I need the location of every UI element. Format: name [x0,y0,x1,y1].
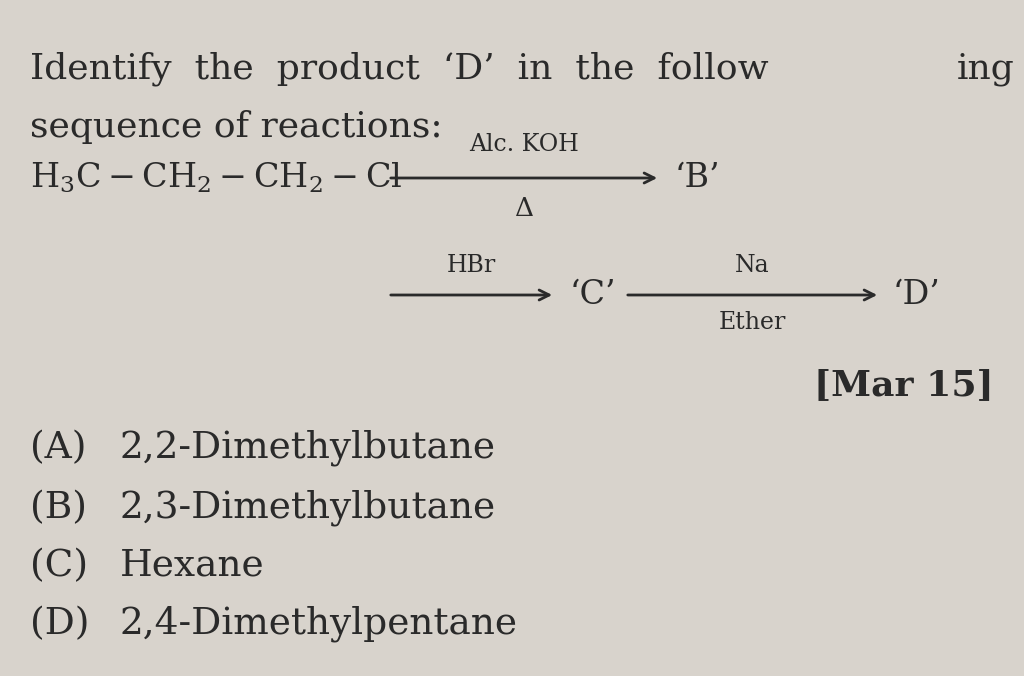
Text: [Mar 15]: [Mar 15] [814,368,994,402]
Text: (D): (D) [30,606,89,642]
Text: HBr: HBr [446,254,496,277]
Text: ‘B’: ‘B’ [675,162,721,194]
Text: Hexane: Hexane [120,548,264,584]
Text: Alc. KOH: Alc. KOH [469,133,579,156]
Text: (C): (C) [30,548,88,584]
Text: Identify  the  product  ‘D’  in  the  follow: Identify the product ‘D’ in the follow [30,52,769,87]
Text: (B): (B) [30,490,87,526]
Text: $\mathregular{H_3C - CH_2 - CH_2 - Cl}$: $\mathregular{H_3C - CH_2 - CH_2 - Cl}$ [30,161,402,195]
Text: sequence of reactions:: sequence of reactions: [30,110,442,144]
Text: 2,3-Dimethylbutane: 2,3-Dimethylbutane [120,490,496,527]
Text: ‘C’: ‘C’ [570,279,616,311]
Text: Na: Na [735,254,770,277]
Text: (A): (A) [30,430,86,466]
Text: Δ: Δ [514,196,534,221]
Text: Ether: Ether [719,311,786,334]
Text: 2,4-Dimethylpentane: 2,4-Dimethylpentane [120,606,518,642]
Text: 2,2-Dimethylbutane: 2,2-Dimethylbutane [120,430,496,466]
Text: ing: ing [956,52,1014,86]
Text: ‘D’: ‘D’ [893,279,941,311]
